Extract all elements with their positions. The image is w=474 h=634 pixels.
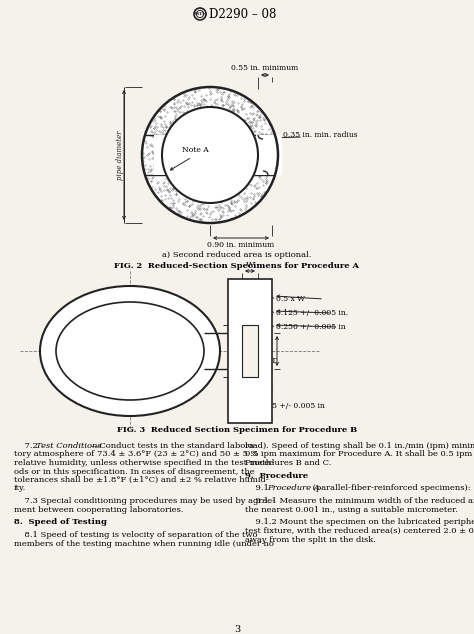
Text: Test Conditions: Test Conditions xyxy=(36,442,101,450)
Text: relative humidity, unless otherwise specified in the test meth-: relative humidity, unless otherwise spec… xyxy=(14,459,274,467)
Text: 0.90 in. minimum: 0.90 in. minimum xyxy=(207,241,274,249)
Text: tory atmosphere of 73.4 ± 3.6°F (23 ± 2°C) and 50 ± 5 %: tory atmosphere of 73.4 ± 3.6°F (23 ± 2°… xyxy=(14,451,258,458)
Text: ASTM: ASTM xyxy=(193,12,207,16)
Bar xyxy=(256,135,282,175)
Text: 7.2: 7.2 xyxy=(14,442,40,450)
Ellipse shape xyxy=(56,302,204,400)
Text: Procedures B and C.: Procedures B and C. xyxy=(245,459,331,467)
Text: W: W xyxy=(246,261,255,269)
Text: test fixture, with the reduced area(s) centered 2.0 ± 0.2 in.: test fixture, with the reduced area(s) c… xyxy=(245,527,474,535)
Text: 9.  Procedure: 9. Procedure xyxy=(245,472,308,480)
Text: 9.1.1 Measure the minimum width of the reduced area(s) to: 9.1.1 Measure the minimum width of the r… xyxy=(245,497,474,505)
Bar xyxy=(154,135,170,175)
Text: FIG. 2  Reduced-Section Specimens for Procedure A: FIG. 2 Reduced-Section Specimens for Pro… xyxy=(115,262,359,270)
Text: ity.: ity. xyxy=(14,484,26,493)
Text: 3: 3 xyxy=(234,625,240,634)
Circle shape xyxy=(162,107,258,203)
Text: 0.35 in. min. radius: 0.35 in. min. radius xyxy=(283,131,357,139)
Text: (parallel-fiber-reinforced specimens):: (parallel-fiber-reinforced specimens): xyxy=(310,484,471,493)
Ellipse shape xyxy=(40,286,220,416)
Text: 0.5 x W: 0.5 x W xyxy=(276,295,305,303)
Text: tolerances shall be ±1.8°F (±1°C) and ±2 % relative humid-: tolerances shall be ±1.8°F (±1°C) and ±2… xyxy=(14,476,269,484)
Text: Procedure A: Procedure A xyxy=(267,484,320,493)
Text: 8.  Speed of Testing: 8. Speed of Testing xyxy=(14,519,107,526)
Text: 0.55 in. minimum: 0.55 in. minimum xyxy=(231,64,299,72)
Text: 8.1 Speed of testing is velocity of separation of the two: 8.1 Speed of testing is velocity of sepa… xyxy=(14,531,257,540)
Text: pipe diameter: pipe diameter xyxy=(116,130,124,180)
Text: FIG. 3  Reduced Section Specimen for Procedure B: FIG. 3 Reduced Section Specimen for Proc… xyxy=(117,426,357,434)
Text: 0.125 +/- 0.005 in.: 0.125 +/- 0.005 in. xyxy=(276,309,348,317)
Bar xyxy=(228,279,272,423)
Text: 0.250 +/- 0.005 in: 0.250 +/- 0.005 in xyxy=(276,323,346,331)
Text: the nearest 0.001 in., using a suitable micrometer.: the nearest 0.001 in., using a suitable … xyxy=(245,506,458,514)
Text: D2290 – 08: D2290 – 08 xyxy=(209,8,276,20)
Bar xyxy=(242,325,258,377)
Text: —Conduct tests in the standard labora-: —Conduct tests in the standard labora- xyxy=(91,442,257,450)
Text: ment between cooperating laboratories.: ment between cooperating laboratories. xyxy=(14,506,183,514)
Text: load). Speed of testing shall be 0.1 in./min (ipm) minimum and: load). Speed of testing shall be 0.1 in.… xyxy=(245,442,474,450)
Text: 7.3 Special conditioning procedures may be used by agree-: 7.3 Special conditioning procedures may … xyxy=(14,497,275,505)
Text: away from the split in the disk.: away from the split in the disk. xyxy=(245,536,376,543)
Text: ods or in this specification. In cases of disagreement, the: ods or in this specification. In cases o… xyxy=(14,467,255,476)
Text: a) Second reduced area is optional.: a) Second reduced area is optional. xyxy=(162,251,312,259)
Circle shape xyxy=(142,87,278,223)
Text: Note A: Note A xyxy=(182,146,209,154)
Text: 9.1: 9.1 xyxy=(245,484,272,493)
Text: SLOT: SLOT xyxy=(255,357,276,365)
Text: R 0.125 +/- 0.005 in: R 0.125 +/- 0.005 in xyxy=(247,402,325,410)
Text: 9.1.2 Mount the specimen on the lubricated periphery of the: 9.1.2 Mount the specimen on the lubricat… xyxy=(245,519,474,526)
Text: 0.5 ipm maximum for Procedure A. It shall be 0.5 ipm for: 0.5 ipm maximum for Procedure A. It shal… xyxy=(245,451,474,458)
Text: members of the testing machine when running idle (under no: members of the testing machine when runn… xyxy=(14,540,274,548)
